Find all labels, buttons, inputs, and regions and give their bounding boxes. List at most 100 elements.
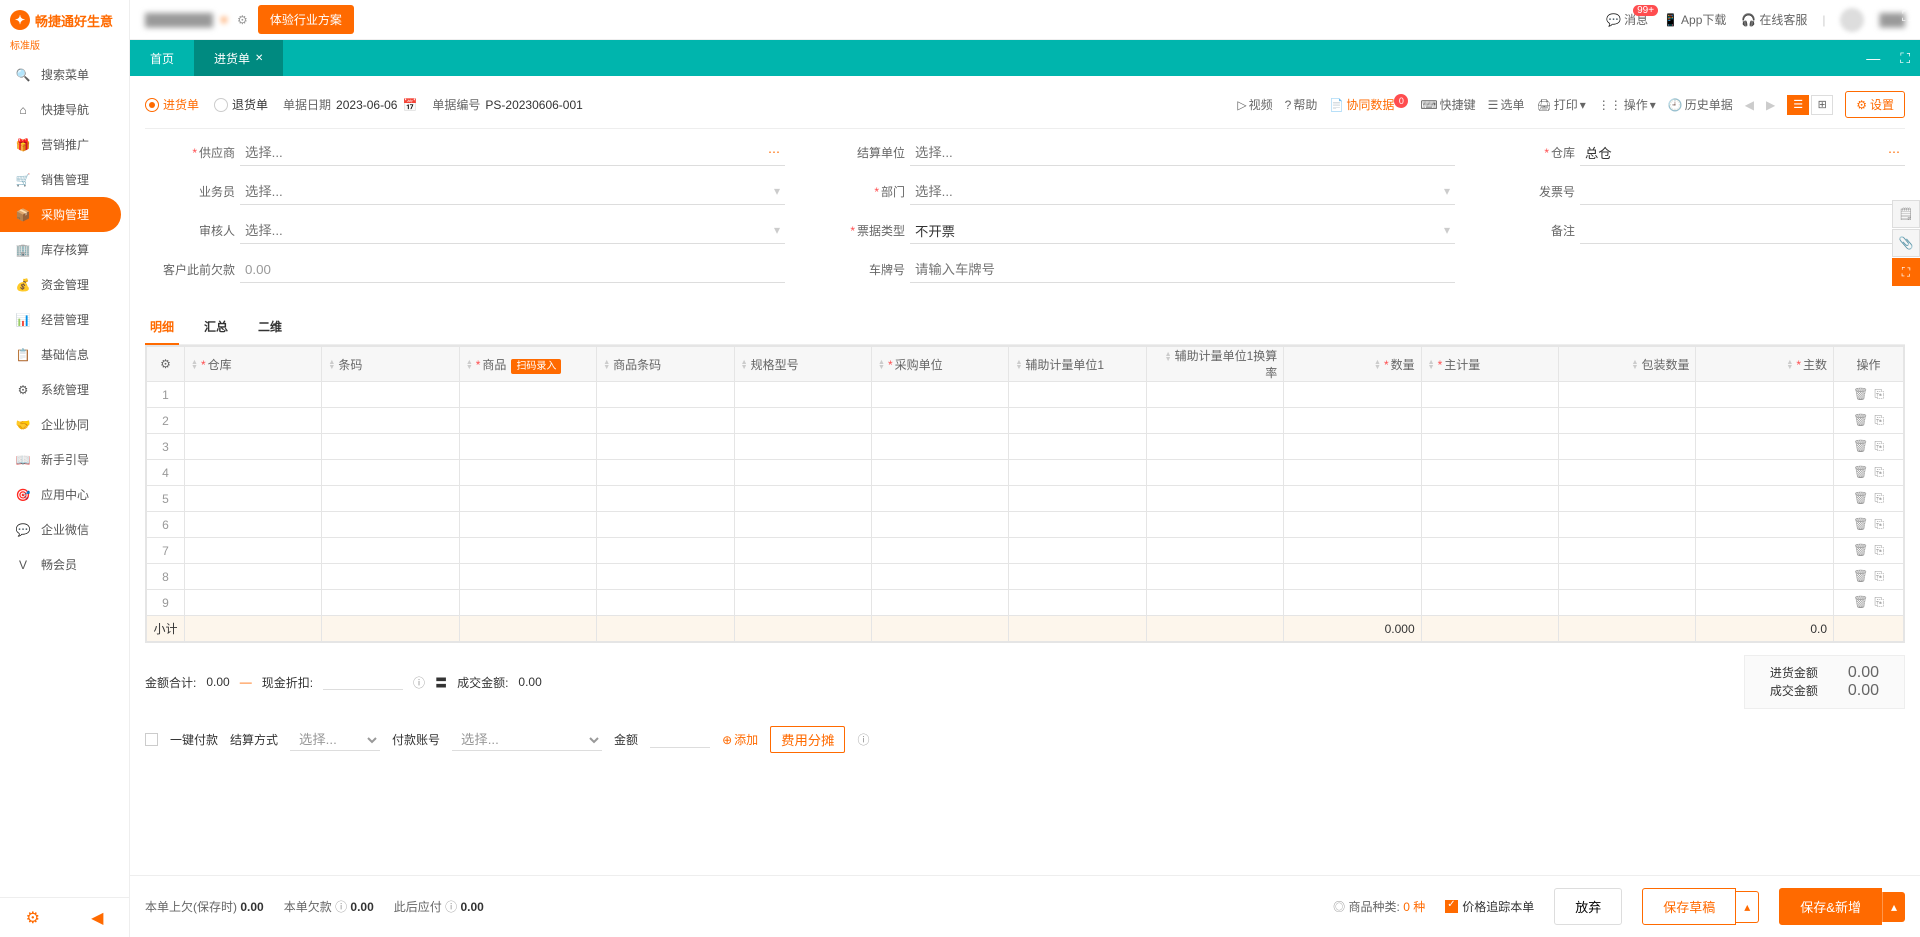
cell[interactable]	[734, 408, 871, 434]
cell[interactable]	[1559, 538, 1696, 564]
sidebar-item[interactable]: 💬企业微信	[0, 512, 129, 547]
chevron-down-icon[interactable]: ▾	[769, 184, 785, 198]
chevron-down-icon[interactable]: ▾	[1439, 223, 1455, 237]
cell[interactable]	[597, 486, 734, 512]
cell[interactable]	[734, 512, 871, 538]
col-gear[interactable]: ⚙	[147, 347, 185, 382]
cell[interactable]	[1146, 512, 1283, 538]
cell[interactable]	[597, 564, 734, 590]
cell[interactable]	[459, 486, 596, 512]
table-row[interactable]: 3🗑⎘	[147, 434, 1904, 460]
cell[interactable]	[872, 512, 1009, 538]
copy-icon[interactable]: ⎘	[1874, 517, 1884, 531]
cell[interactable]	[185, 538, 322, 564]
save-new-dropdown[interactable]: ▴	[1882, 892, 1905, 922]
calendar-icon[interactable]: 📅	[402, 98, 417, 112]
cell[interactable]	[459, 590, 596, 616]
cell[interactable]	[459, 512, 596, 538]
sidebar-item[interactable]: ⌂快捷导航	[0, 92, 129, 127]
cell[interactable]	[459, 460, 596, 486]
messages-link[interactable]: 💬 消息 99+	[1606, 11, 1648, 28]
doc-date-value[interactable]: 2023-06-06	[336, 98, 397, 112]
cell[interactable]	[1146, 486, 1283, 512]
cell[interactable]	[872, 408, 1009, 434]
copy-icon[interactable]: ⎘	[1874, 465, 1884, 479]
cell[interactable]	[1146, 460, 1283, 486]
cell[interactable]	[734, 538, 871, 564]
help-icon[interactable]: ⓘ	[445, 900, 457, 914]
fullscreen-icon[interactable]: ⛶	[1902, 8, 1912, 25]
settle-unit-input[interactable]	[910, 139, 1455, 165]
cell[interactable]	[1146, 590, 1283, 616]
tab-summary[interactable]: 汇总	[199, 310, 233, 344]
float-expand-icon[interactable]: ⛶	[1892, 258, 1920, 286]
cell[interactable]	[1284, 590, 1421, 616]
cell[interactable]	[734, 434, 871, 460]
delete-icon[interactable]: 🗑	[1853, 569, 1868, 583]
col-header[interactable]: ▲▼条码	[322, 347, 459, 382]
delete-icon[interactable]: 🗑	[1853, 517, 1868, 531]
sidebar-item[interactable]: ⚙系统管理	[0, 372, 129, 407]
table-row[interactable]: 8🗑⎘	[147, 564, 1904, 590]
try-industry-button[interactable]: 体验行业方案	[258, 5, 354, 34]
cell[interactable]	[1146, 564, 1283, 590]
cell[interactable]	[322, 382, 459, 408]
tab-home[interactable]: 首页	[130, 40, 194, 76]
cell[interactable]	[185, 460, 322, 486]
remark-input[interactable]	[1580, 217, 1905, 243]
sidebar-item[interactable]: 📖新手引导	[0, 442, 129, 477]
delete-icon[interactable]: 🗑	[1853, 491, 1868, 505]
sidebar-item[interactable]: 📦采购管理	[0, 197, 121, 232]
col-header[interactable]: ▲▼*主数	[1696, 347, 1834, 382]
cell[interactable]	[1559, 486, 1696, 512]
cell[interactable]	[734, 460, 871, 486]
sidebar-item[interactable]: 🏢库存核算	[0, 232, 129, 267]
cell[interactable]	[185, 512, 322, 538]
cell[interactable]	[734, 382, 871, 408]
cell[interactable]	[459, 564, 596, 590]
invoice-type-input[interactable]	[910, 217, 1439, 243]
col-header[interactable]: ▲▼包装数量	[1559, 347, 1696, 382]
discount-input[interactable]	[323, 674, 403, 690]
delete-icon[interactable]: 🗑	[1853, 387, 1868, 401]
video-link[interactable]: ▷ 视频	[1237, 96, 1272, 113]
cell[interactable]	[872, 460, 1009, 486]
cell[interactable]	[597, 382, 734, 408]
cell[interactable]	[1696, 408, 1834, 434]
cell[interactable]	[1284, 434, 1421, 460]
table-row[interactable]: 7🗑⎘	[147, 538, 1904, 564]
cell[interactable]	[185, 564, 322, 590]
warehouse-input[interactable]	[1580, 139, 1883, 165]
cell[interactable]	[1009, 538, 1146, 564]
cell[interactable]	[1146, 382, 1283, 408]
cell[interactable]	[1559, 382, 1696, 408]
sales-input[interactable]	[240, 178, 769, 204]
cell[interactable]	[1009, 382, 1146, 408]
cell[interactable]	[185, 408, 322, 434]
cell[interactable]	[1559, 408, 1696, 434]
prev-page-icon[interactable]: ◀	[1745, 98, 1754, 112]
copy-icon[interactable]: ⎘	[1874, 413, 1884, 427]
supplier-input[interactable]	[240, 139, 763, 165]
username[interactable]: ███	[1879, 13, 1905, 27]
cell[interactable]	[322, 434, 459, 460]
delete-icon[interactable]: 🗑	[1853, 413, 1868, 427]
cell[interactable]	[1146, 434, 1283, 460]
radio-purchase[interactable]: 进货单	[145, 96, 199, 113]
table-row[interactable]: 6🗑⎘	[147, 512, 1904, 538]
sidebar-item[interactable]: 💰资金管理	[0, 267, 129, 302]
copy-icon[interactable]: ⎘	[1874, 439, 1884, 453]
cell[interactable]	[734, 564, 871, 590]
operate-link[interactable]: ⋮⋮ 操作 ▾	[1598, 96, 1656, 113]
cell[interactable]	[1421, 512, 1558, 538]
sidebar-item[interactable]: V畅会员	[0, 547, 129, 582]
cell[interactable]	[1421, 564, 1558, 590]
table-row[interactable]: 4🗑⎘	[147, 460, 1904, 486]
col-header[interactable]: ▲▼*采购单位	[872, 347, 1009, 382]
one-click-pay-checkbox[interactable]	[145, 733, 158, 746]
cell[interactable]	[322, 512, 459, 538]
cell[interactable]	[597, 408, 734, 434]
table-row[interactable]: 1🗑⎘	[147, 382, 1904, 408]
view-list-icon[interactable]: ☰	[1787, 95, 1809, 115]
tab-detail[interactable]: 明细	[145, 310, 179, 345]
